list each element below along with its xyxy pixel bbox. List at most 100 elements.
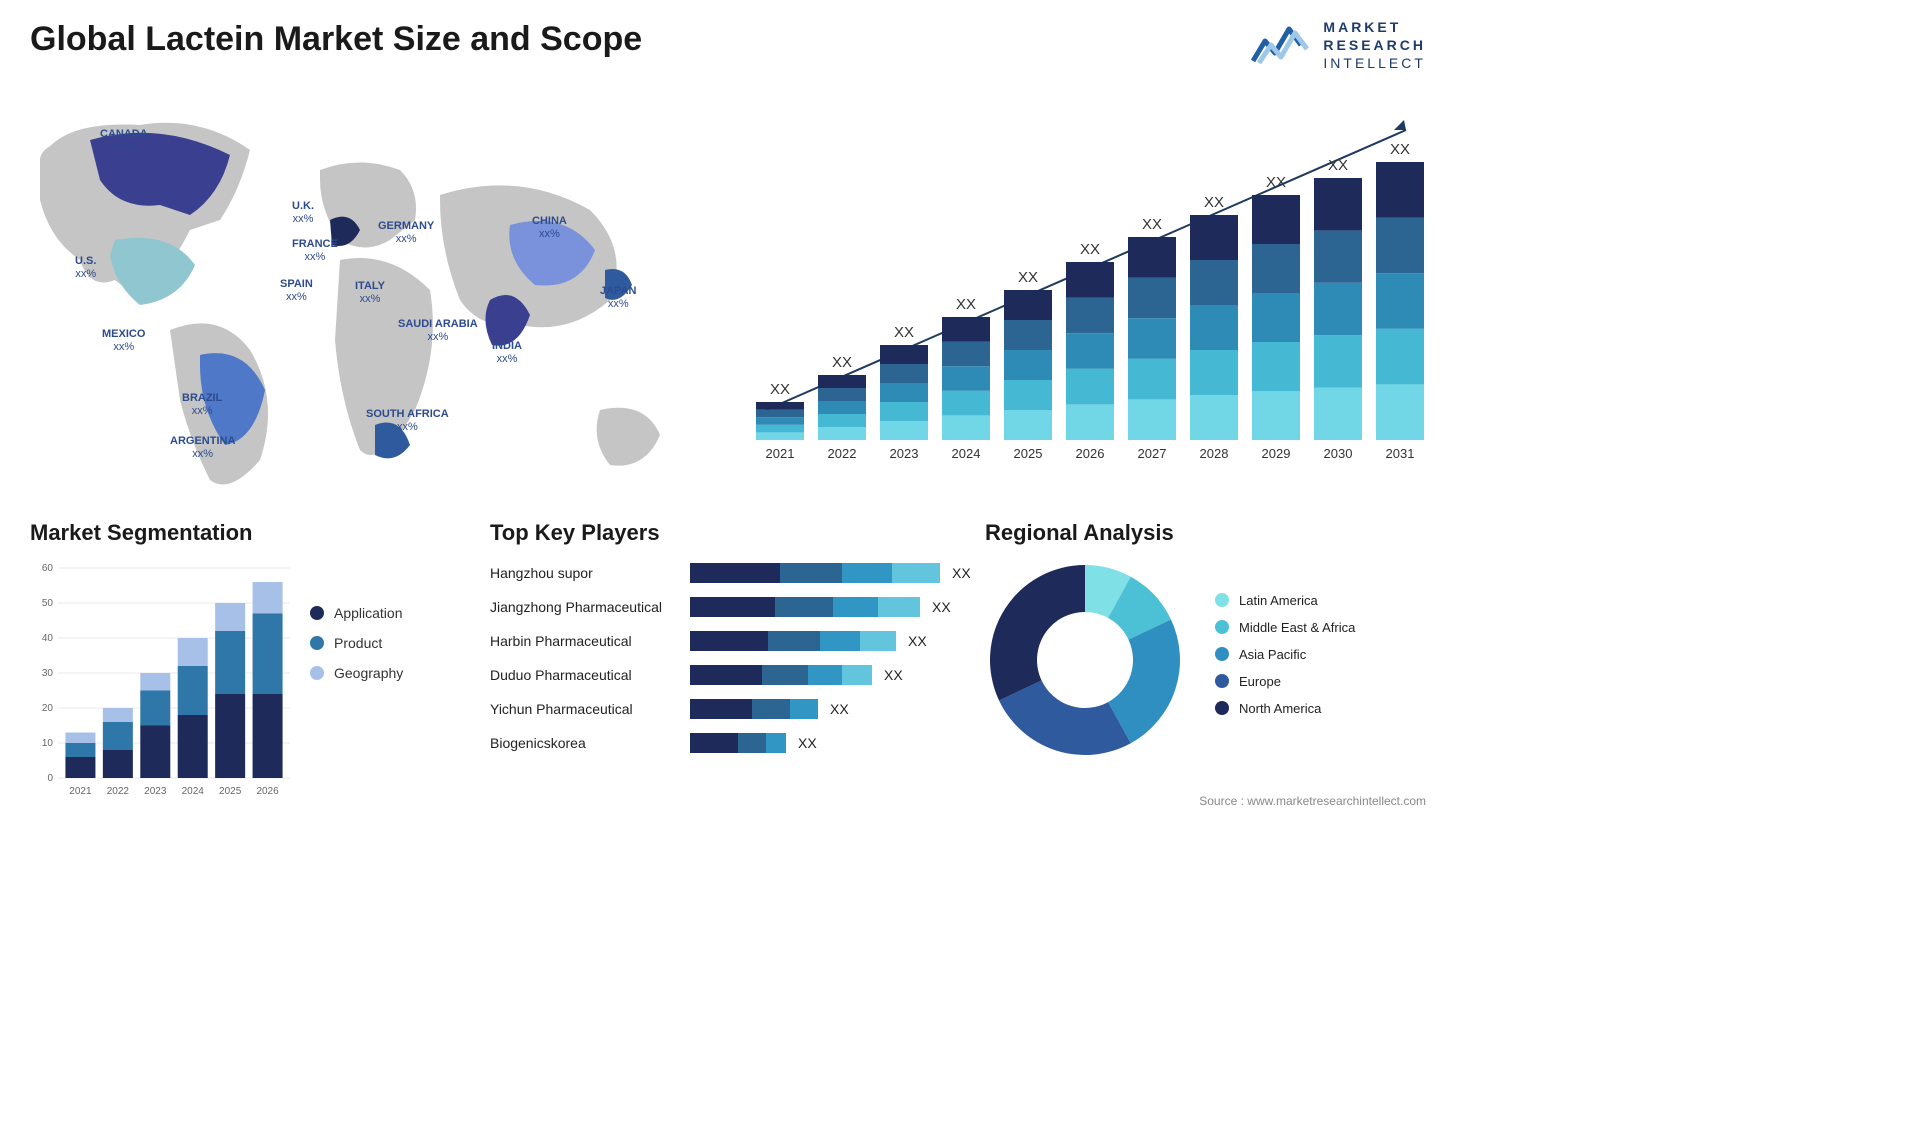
svg-text:2024: 2024 bbox=[952, 446, 981, 461]
legend-item: Europe bbox=[1215, 674, 1355, 689]
keyplayer-row: Duduo Pharmaceutical XX bbox=[490, 662, 960, 688]
brand-logo: MARKET RESEARCH INTELLECT bbox=[1251, 18, 1426, 73]
legend-item: Application bbox=[310, 605, 403, 621]
svg-text:XX: XX bbox=[1018, 269, 1038, 286]
legend-item: Middle East & Africa bbox=[1215, 620, 1355, 635]
keyplayer-row: Jiangzhong Pharmaceutical XX bbox=[490, 594, 960, 620]
keyplayers-title: Top Key Players bbox=[490, 520, 960, 546]
svg-text:2023: 2023 bbox=[144, 786, 167, 797]
legend-item: Latin America bbox=[1215, 593, 1355, 608]
keyplayer-bar bbox=[690, 631, 896, 651]
svg-text:XX: XX bbox=[1204, 194, 1224, 211]
map-label: FRANCExx% bbox=[292, 238, 338, 264]
logo-icon bbox=[1251, 23, 1311, 67]
svg-text:40: 40 bbox=[42, 633, 54, 644]
svg-text:2025: 2025 bbox=[219, 786, 242, 797]
legend-item: North America bbox=[1215, 701, 1355, 716]
keyplayer-value: XX bbox=[952, 565, 971, 581]
svg-text:XX: XX bbox=[770, 381, 790, 398]
svg-text:XX: XX bbox=[832, 354, 852, 371]
svg-text:30: 30 bbox=[42, 668, 54, 679]
map-label: ARGENTINAxx% bbox=[170, 435, 235, 461]
map-label: SAUDI ARABIAxx% bbox=[398, 318, 478, 344]
svg-text:2025: 2025 bbox=[1014, 446, 1043, 461]
segmentation-chart: 0 10 20 30 40 50 60 2021 2022 2023 2024 2025 2026 bbox=[30, 560, 290, 800]
map-label: BRAZILxx% bbox=[182, 392, 222, 418]
keyplayer-label: Hangzhou supor bbox=[490, 565, 690, 581]
map-label: SPAINxx% bbox=[280, 278, 313, 304]
keyplayer-label: Duduo Pharmaceutical bbox=[490, 667, 690, 683]
svg-text:2026: 2026 bbox=[256, 786, 279, 797]
map-label: GERMANYxx% bbox=[378, 220, 434, 246]
regional-section: Regional Analysis Latin America Middle Ea… bbox=[985, 520, 1425, 760]
map-label: JAPANxx% bbox=[600, 285, 636, 311]
svg-text:50: 50 bbox=[42, 598, 54, 609]
svg-text:2029: 2029 bbox=[1262, 446, 1291, 461]
map-label: SOUTH AFRICAxx% bbox=[366, 408, 449, 434]
map-label: CANADAxx% bbox=[100, 128, 148, 154]
map-label: ITALYxx% bbox=[355, 280, 385, 306]
keyplayer-row: Hangzhou suporXX bbox=[490, 560, 960, 586]
svg-text:2027: 2027 bbox=[1138, 446, 1167, 461]
keyplayer-value: XX bbox=[908, 633, 927, 649]
forecast-chart: 2021 XX 2022 XX 2023 XX 2024 XX 2025 XX 2026 XX 2027… bbox=[746, 100, 1426, 480]
svg-text:XX: XX bbox=[1080, 241, 1100, 258]
keyplayer-row: Harbin Pharmaceutical XX bbox=[490, 628, 960, 654]
keyplayer-value: XX bbox=[830, 701, 849, 717]
map-label: U.K.xx% bbox=[292, 200, 314, 226]
svg-text:60: 60 bbox=[42, 563, 54, 574]
map-label: INDIAxx% bbox=[492, 340, 522, 366]
keyplayer-bar bbox=[690, 563, 940, 583]
keyplayer-bar bbox=[690, 665, 872, 685]
map-label: MEXICOxx% bbox=[102, 328, 145, 354]
keyplayer-bar bbox=[690, 597, 920, 617]
svg-text:XX: XX bbox=[1328, 157, 1348, 174]
source-text: Source : www.marketresearchintellect.com bbox=[1199, 794, 1426, 808]
keyplayer-row: Yichun Pharmaceutical XX bbox=[490, 696, 960, 722]
world-map: CANADAxx% U.S.xx% MEXICOxx% BRAZILxx% ARGENT… bbox=[20, 100, 680, 500]
svg-text:XX: XX bbox=[1142, 216, 1162, 233]
keyplayer-label: Biogenicskorea bbox=[490, 735, 690, 751]
svg-text:XX: XX bbox=[894, 324, 914, 341]
keyplayers-section: Top Key Players Hangzhou suporXXJiangzho… bbox=[490, 520, 960, 764]
regional-donut bbox=[985, 560, 1185, 760]
segmentation-legend: Application Product Geography bbox=[310, 605, 403, 695]
keyplayer-value: XX bbox=[798, 735, 817, 751]
svg-text:XX: XX bbox=[1390, 141, 1410, 158]
svg-text:2022: 2022 bbox=[107, 786, 130, 797]
keyplayer-label: Yichun Pharmaceutical bbox=[490, 701, 690, 717]
legend-item: Geography bbox=[310, 665, 403, 681]
map-label: U.S.xx% bbox=[75, 255, 96, 281]
segmentation-section: Market Segmentation 0 10 20 30 40 50 60 2021 202… bbox=[30, 520, 460, 805]
keyplayer-bar bbox=[690, 699, 818, 719]
logo-text: MARKET RESEARCH INTELLECT bbox=[1323, 18, 1426, 73]
svg-text:2031: 2031 bbox=[1386, 446, 1415, 461]
keyplayer-label: Harbin Pharmaceutical bbox=[490, 633, 690, 649]
svg-text:10: 10 bbox=[42, 738, 54, 749]
legend-item: Asia Pacific bbox=[1215, 647, 1355, 662]
keyplayer-value: XX bbox=[932, 599, 951, 615]
keyplayer-label: Jiangzhong Pharmaceutical bbox=[490, 599, 690, 615]
keyplayer-row: Biogenicskorea XX bbox=[490, 730, 960, 756]
svg-text:2028: 2028 bbox=[1200, 446, 1229, 461]
map-label: CHINAxx% bbox=[532, 215, 567, 241]
svg-text:2021: 2021 bbox=[766, 446, 795, 461]
svg-text:XX: XX bbox=[1266, 174, 1286, 191]
svg-text:2023: 2023 bbox=[890, 446, 919, 461]
keyplayer-value: XX bbox=[884, 667, 903, 683]
svg-text:2026: 2026 bbox=[1076, 446, 1105, 461]
svg-text:2022: 2022 bbox=[828, 446, 857, 461]
legend-item: Product bbox=[310, 635, 403, 651]
svg-text:XX: XX bbox=[956, 296, 976, 313]
svg-text:0: 0 bbox=[47, 773, 53, 784]
keyplayer-bar bbox=[690, 733, 786, 753]
map-svg bbox=[20, 100, 680, 500]
regional-title: Regional Analysis bbox=[985, 520, 1425, 546]
svg-text:2024: 2024 bbox=[182, 786, 205, 797]
svg-text:2021: 2021 bbox=[69, 786, 92, 797]
svg-text:20: 20 bbox=[42, 703, 54, 714]
page-title: Global Lactein Market Size and Scope bbox=[30, 20, 642, 59]
regional-legend: Latin America Middle East & Africa Asia Pa… bbox=[1215, 593, 1355, 728]
svg-text:2030: 2030 bbox=[1324, 446, 1353, 461]
segmentation-title: Market Segmentation bbox=[30, 520, 460, 546]
